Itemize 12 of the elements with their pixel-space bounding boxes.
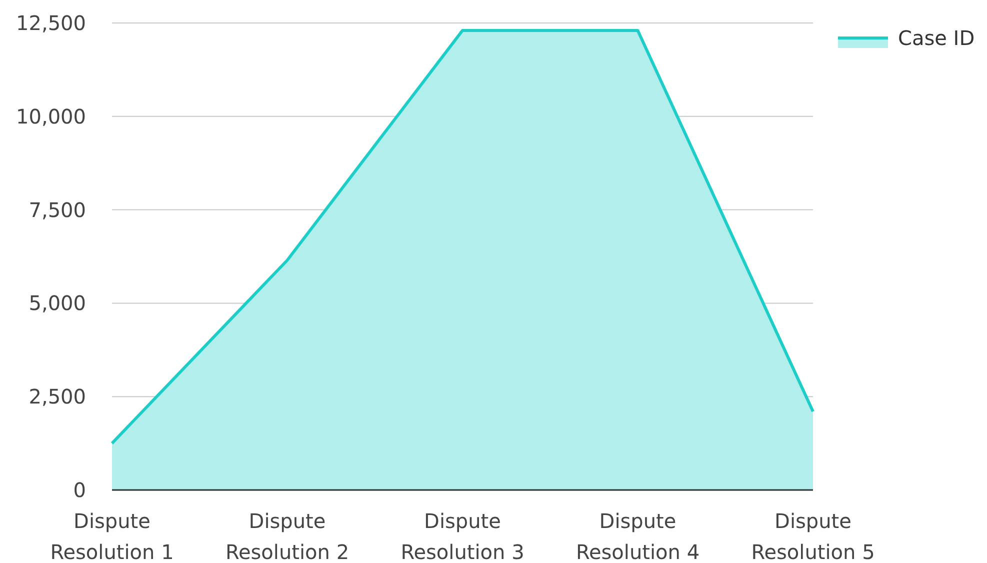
y-tick-label: 7,500 — [28, 198, 86, 222]
y-tick-label: 12,500 — [16, 11, 86, 35]
x-tick-label: Dispute Resolution 4 — [576, 509, 700, 563]
x-tick-label: Dispute Resolution 1 — [50, 509, 174, 563]
x-tick-label: Dispute Resolution 3 — [400, 509, 524, 563]
legend-label: Case ID — [898, 26, 975, 50]
y-tick-label: 0 — [73, 478, 86, 502]
y-tick-label: 2,500 — [28, 384, 86, 409]
x-tick-label: Dispute Resolution 5 — [751, 509, 875, 563]
y-tick-label: 10,000 — [16, 104, 86, 128]
x-tick-label: Dispute Resolution 2 — [225, 509, 350, 563]
y-tick-label: 5,000 — [28, 291, 86, 316]
